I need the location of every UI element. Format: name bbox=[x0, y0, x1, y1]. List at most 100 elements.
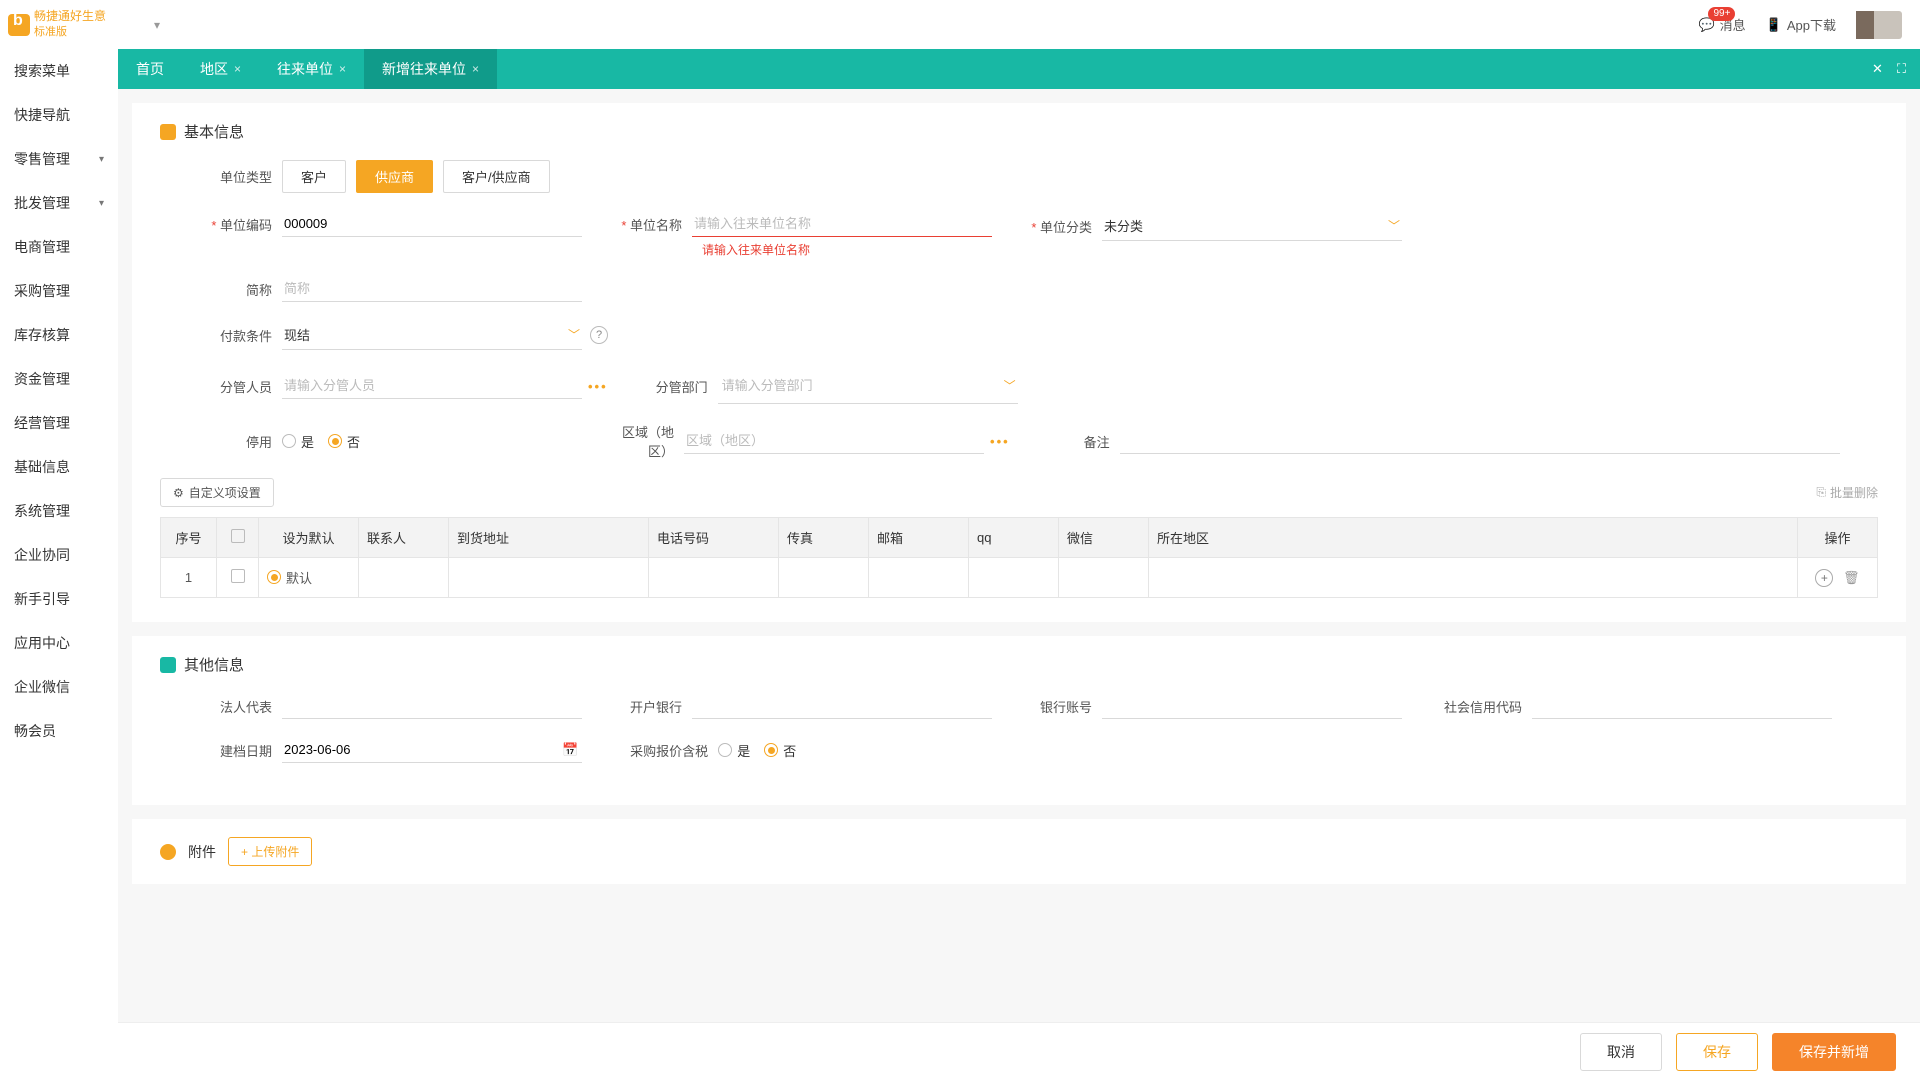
category-select[interactable]: 未分类 ﹀ bbox=[1102, 211, 1402, 241]
app-download-link[interactable]: 📱 App下载 bbox=[1766, 15, 1836, 34]
sidebar-item-6[interactable]: 库存核算 bbox=[0, 313, 118, 357]
custom-fields-button[interactable]: ⚙ 自定义项设置 bbox=[160, 478, 274, 507]
sidebar-item-8[interactable]: 经营管理 bbox=[0, 401, 118, 445]
legal-input[interactable] bbox=[282, 693, 582, 719]
sidebar-item-9[interactable]: 基础信息 bbox=[0, 445, 118, 489]
cancel-button[interactable]: 取消 bbox=[1580, 1033, 1662, 1071]
logo-edition: 标准版 bbox=[34, 23, 106, 39]
unit-type-option-0[interactable]: 客户 bbox=[282, 160, 346, 193]
main-content: 基本信息 单位类型 客户供应商客户/供应商 单位编码 单位名称 请输入往来单位名… bbox=[118, 89, 1920, 1080]
sidebar-item-4[interactable]: 电商管理 bbox=[0, 225, 118, 269]
unit-type-option-1[interactable]: 供应商 bbox=[356, 160, 433, 193]
sidebar-item-1[interactable]: 快捷导航 bbox=[0, 93, 118, 137]
tab-2[interactable]: 往来单位× bbox=[259, 49, 364, 89]
close-all-icon[interactable]: ✕ bbox=[1872, 61, 1883, 77]
col-header-6: 传真 bbox=[779, 518, 869, 558]
fullscreen-icon[interactable]: ⛶ bbox=[1897, 61, 1906, 77]
sidebar-item-13[interactable]: 应用中心 bbox=[0, 621, 118, 665]
disabled-no-radio[interactable]: 否 bbox=[328, 432, 360, 451]
unit-type-option-2[interactable]: 客户/供应商 bbox=[443, 160, 550, 193]
save-button[interactable]: 保存 bbox=[1676, 1033, 1758, 1071]
logo-brand: 畅捷通好生意 bbox=[34, 10, 106, 23]
dept-select[interactable]: ﹀ bbox=[718, 368, 1018, 404]
phone-icon: 📱 bbox=[1766, 17, 1782, 33]
logo-icon bbox=[8, 14, 30, 36]
sidebar-item-0[interactable]: 搜索菜单 bbox=[0, 49, 118, 93]
sidebar-item-11[interactable]: 企业协同 bbox=[0, 533, 118, 577]
contact-cell[interactable] bbox=[359, 558, 449, 598]
qq-cell[interactable] bbox=[969, 558, 1059, 598]
other-section-icon bbox=[160, 657, 176, 673]
attach-title: 附件 bbox=[188, 842, 216, 862]
sidebar-item-12[interactable]: 新手引导 bbox=[0, 577, 118, 621]
fax-cell[interactable] bbox=[779, 558, 869, 598]
table-row: 1 默认 + bbox=[161, 558, 1878, 598]
sidebar-item-7[interactable]: 资金管理 bbox=[0, 357, 118, 401]
sidebar-item-2[interactable]: 零售管理▾ bbox=[0, 137, 118, 181]
bulk-delete-button[interactable]: ⎘ 批量删除 bbox=[1816, 484, 1878, 501]
topbar-right: 💬 99+ 消息 📱 App下载 bbox=[1698, 11, 1920, 39]
wechat-cell[interactable] bbox=[1059, 558, 1149, 598]
col-header-0: 序号 bbox=[161, 518, 217, 558]
upload-attachment-button[interactable]: + 上传附件 bbox=[228, 837, 312, 866]
sidebar-item-15[interactable]: 畅会员 bbox=[0, 709, 118, 753]
calendar-icon[interactable]: 📅 bbox=[562, 742, 578, 758]
contacts-table: 序号设为默认联系人到货地址电话号码传真邮箱qq微信所在地区操作 1 默认 bbox=[160, 517, 1878, 598]
code-input[interactable] bbox=[282, 211, 582, 237]
region-cell[interactable] bbox=[1149, 558, 1798, 598]
chevron-down-icon: ﹀ bbox=[1004, 377, 1016, 394]
topbar: 畅捷通好生意 标准版 ▾ 💬 99+ 消息 📱 App下载 bbox=[0, 0, 1920, 49]
select-all-checkbox[interactable] bbox=[231, 529, 245, 543]
tax-no-radio[interactable]: 否 bbox=[764, 741, 796, 760]
attach-icon bbox=[160, 844, 176, 860]
gear-icon: ⚙ bbox=[173, 486, 184, 500]
disabled-yes-radio[interactable]: 是 bbox=[282, 432, 314, 451]
col-header-8: qq bbox=[969, 518, 1059, 558]
address-cell[interactable] bbox=[449, 558, 649, 598]
credit-input[interactable] bbox=[1532, 693, 1832, 719]
phone-cell[interactable] bbox=[649, 558, 779, 598]
tab-0[interactable]: 首页 bbox=[118, 49, 182, 89]
tab-3[interactable]: 新增往来单位× bbox=[364, 49, 497, 89]
tab-close-icon[interactable]: × bbox=[234, 62, 241, 76]
name-input[interactable] bbox=[692, 211, 992, 237]
row-checkbox[interactable] bbox=[231, 569, 245, 583]
tax-yes-radio[interactable]: 是 bbox=[718, 741, 750, 760]
sidebar-item-10[interactable]: 系统管理 bbox=[0, 489, 118, 533]
region-picker-icon[interactable]: ••• bbox=[990, 434, 1010, 449]
col-header-5: 电话号码 bbox=[649, 518, 779, 558]
name-error: 请输入往来单位名称 bbox=[702, 241, 810, 258]
copy-icon: ⎘ bbox=[1816, 485, 1826, 500]
sidebar-item-14[interactable]: 企业微信 bbox=[0, 665, 118, 709]
sidebar-item-5[interactable]: 采购管理 bbox=[0, 269, 118, 313]
manager-input[interactable] bbox=[282, 373, 582, 399]
help-icon[interactable]: ? bbox=[590, 326, 608, 344]
col-header-11: 操作 bbox=[1798, 518, 1878, 558]
date-input[interactable] bbox=[282, 737, 582, 763]
remark-input[interactable] bbox=[1120, 428, 1840, 454]
company-selector[interactable]: ▾ bbox=[154, 11, 354, 39]
bank-input[interactable] bbox=[692, 693, 992, 719]
short-label: 简称 bbox=[202, 280, 282, 299]
default-radio[interactable]: 默认 bbox=[267, 568, 312, 587]
add-row-icon[interactable]: + bbox=[1815, 569, 1833, 587]
tab-1[interactable]: 地区× bbox=[182, 49, 259, 89]
basic-info-panel: 基本信息 单位类型 客户供应商客户/供应商 单位编码 单位名称 请输入往来单位名… bbox=[132, 103, 1906, 622]
tab-close-icon[interactable]: × bbox=[339, 62, 346, 76]
pay-select[interactable]: 现结 ﹀ bbox=[282, 320, 582, 350]
sidebar-item-3[interactable]: 批发管理▾ bbox=[0, 181, 118, 225]
messages-link[interactable]: 💬 99+ 消息 bbox=[1698, 15, 1745, 34]
region-label: 区域（地区） bbox=[604, 422, 684, 460]
account-input[interactable] bbox=[1102, 693, 1402, 719]
region-input[interactable] bbox=[684, 428, 984, 454]
save-and-new-button[interactable]: 保存并新增 bbox=[1772, 1033, 1896, 1071]
avatar[interactable] bbox=[1856, 11, 1902, 39]
delete-row-icon[interactable]: 🗑 bbox=[1843, 570, 1860, 585]
dept-label: 分管部门 bbox=[638, 377, 718, 396]
other-section-title: 其他信息 bbox=[184, 654, 244, 675]
short-input[interactable] bbox=[282, 276, 582, 302]
manager-picker-icon[interactable]: ••• bbox=[588, 379, 608, 394]
logo[interactable]: 畅捷通好生意 标准版 bbox=[0, 4, 114, 45]
email-cell[interactable] bbox=[869, 558, 969, 598]
tab-close-icon[interactable]: × bbox=[472, 62, 479, 76]
